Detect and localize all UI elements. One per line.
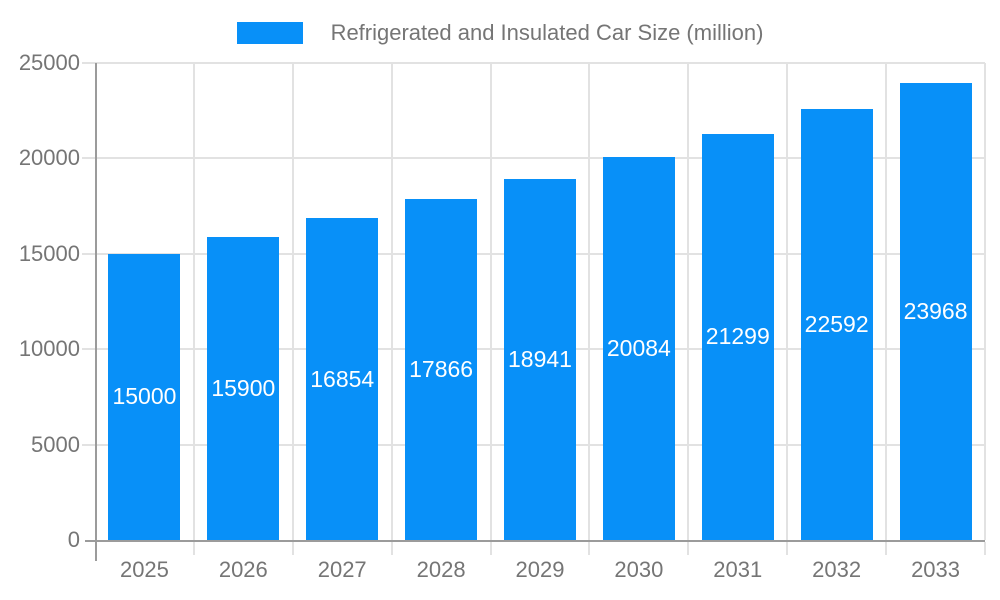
x-tick-label: 2028 <box>416 557 466 582</box>
x-tick <box>390 542 393 555</box>
bar-2027: 16854 <box>306 218 379 540</box>
bar-2032: 22592 <box>800 108 873 540</box>
bar-value-label: 22592 <box>804 310 869 337</box>
x-gridline <box>984 63 986 540</box>
bar-value-label: 17866 <box>409 356 474 383</box>
bar-2033: 23968 <box>899 82 972 540</box>
y-tick-label: 10000 <box>18 336 80 362</box>
x-tick-label: 2026 <box>218 557 268 582</box>
x-tick <box>885 542 888 555</box>
y-tick-label: 20000 <box>18 145 80 171</box>
chart-legend: Refrigerated and Insulated Car Size (mil… <box>0 20 1000 45</box>
bar-value-label: 15000 <box>112 383 177 410</box>
bar-value-label: 16854 <box>310 365 375 392</box>
legend-swatch <box>236 22 303 44</box>
y-tick <box>82 157 95 160</box>
bar-2030: 20084 <box>602 156 675 540</box>
y-tick <box>82 443 95 446</box>
y-tick-label: 15000 <box>18 240 80 266</box>
legend-label: Refrigerated and Insulated Car Size (mil… <box>330 20 764 45</box>
y-axis-line <box>95 63 97 561</box>
bar-2031: 21299 <box>701 133 774 540</box>
y-tick-label: 5000 <box>31 431 80 457</box>
y-tick <box>82 62 95 64</box>
x-gridline <box>687 63 690 540</box>
x-gridline <box>786 63 789 540</box>
x-tick <box>192 542 195 555</box>
y-gridline <box>95 157 985 160</box>
x-tick-label: 2031 <box>713 557 763 582</box>
bar-value-label: 18941 <box>508 345 572 372</box>
bar-value-label: 21299 <box>705 323 770 350</box>
bar-2025: 15000 <box>108 253 181 540</box>
x-tick-label: 2033 <box>911 557 961 582</box>
bar-2026: 15900 <box>207 236 280 540</box>
x-tick-label: 2025 <box>119 557 169 582</box>
x-tick-label: 2027 <box>317 557 367 582</box>
bar-2029: 18941 <box>504 178 576 540</box>
y-gridline <box>95 62 985 64</box>
x-gridline <box>291 63 294 540</box>
y-tick-label: 25000 <box>18 50 80 75</box>
x-tick <box>291 542 294 555</box>
x-gridline <box>390 63 393 540</box>
bar-value-label: 15900 <box>211 374 276 401</box>
x-gridline <box>192 63 195 540</box>
bar-value-label: 23968 <box>903 297 968 324</box>
x-axis-line <box>85 540 985 542</box>
bar-2028: 17866 <box>405 199 478 540</box>
bar-value-label: 20084 <box>606 334 671 361</box>
x-tick <box>687 542 690 555</box>
x-tick <box>786 542 789 555</box>
y-tick-label: 0 <box>67 527 80 552</box>
x-gridline <box>489 63 492 540</box>
y-tick <box>82 252 95 255</box>
x-tick-label: 2030 <box>614 557 664 582</box>
x-gridline <box>885 63 888 540</box>
x-tick <box>984 542 986 555</box>
x-tick-label: 2029 <box>515 557 565 582</box>
x-gridline <box>588 63 591 540</box>
x-tick <box>489 542 492 555</box>
x-tick-label: 2032 <box>812 557 862 582</box>
y-tick <box>82 348 95 351</box>
x-tick <box>588 542 591 555</box>
